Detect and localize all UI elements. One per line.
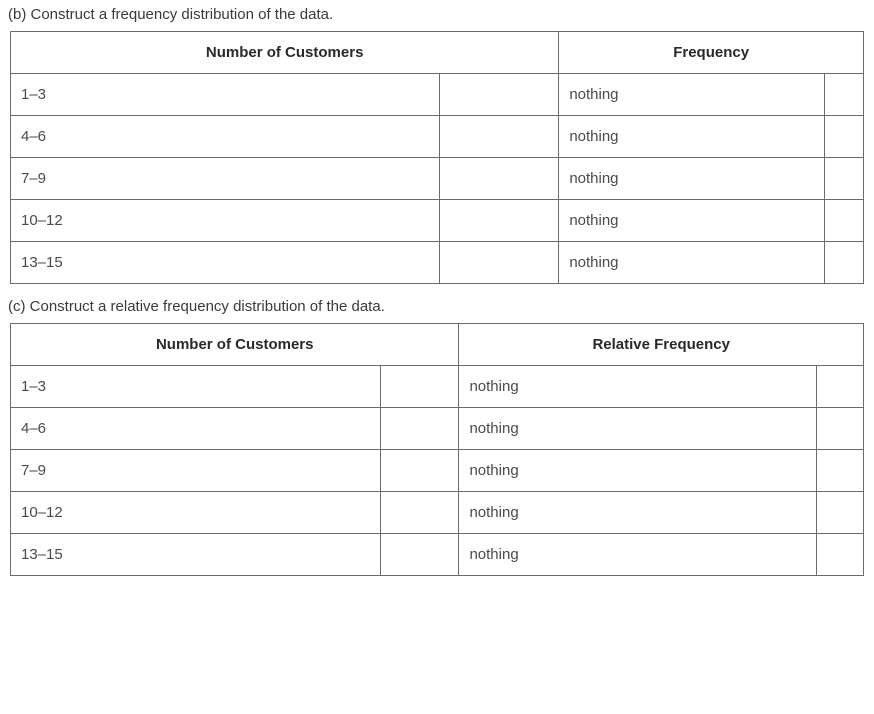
prompt-b: (b) Construct a frequency distribution o…: [8, 6, 866, 23]
cell-tail: [825, 200, 864, 242]
cell-tail: [825, 158, 864, 200]
table-row: 4–6 nothing: [11, 116, 864, 158]
cell-spacer: [380, 450, 459, 492]
prompt-c: (c) Construct a relative frequency distr…: [8, 298, 866, 315]
cell-tail: [817, 534, 864, 576]
cell-range: 10–12: [11, 200, 440, 242]
cell-spacer: [380, 492, 459, 534]
cell-range: 4–6: [11, 116, 440, 158]
cell-range: 1–3: [11, 74, 440, 116]
cell-value[interactable]: nothing: [459, 492, 817, 534]
cell-spacer: [440, 242, 559, 284]
cell-value[interactable]: nothing: [559, 74, 825, 116]
cell-spacer: [380, 408, 459, 450]
cell-range: 7–9: [11, 450, 381, 492]
cell-spacer: [440, 158, 559, 200]
header-relative-frequency: Relative Frequency: [459, 324, 864, 366]
table-row: 7–9 nothing: [11, 450, 864, 492]
cell-tail: [817, 450, 864, 492]
cell-value[interactable]: nothing: [559, 242, 825, 284]
cell-spacer: [380, 534, 459, 576]
cell-value[interactable]: nothing: [459, 366, 817, 408]
table-row: 1–3 nothing: [11, 74, 864, 116]
cell-value[interactable]: nothing: [559, 200, 825, 242]
table-row: 1–3 nothing: [11, 366, 864, 408]
table-row: 10–12 nothing: [11, 492, 864, 534]
cell-value[interactable]: nothing: [459, 450, 817, 492]
cell-value[interactable]: nothing: [459, 534, 817, 576]
cell-value[interactable]: nothing: [559, 116, 825, 158]
cell-tail: [825, 242, 864, 284]
cell-value[interactable]: nothing: [559, 158, 825, 200]
cell-range: 1–3: [11, 366, 381, 408]
table-row: 13–15 nothing: [11, 242, 864, 284]
cell-tail: [817, 408, 864, 450]
cell-range: 13–15: [11, 242, 440, 284]
cell-spacer: [380, 366, 459, 408]
table-header-row: Number of Customers Relative Frequency: [11, 324, 864, 366]
cell-spacer: [440, 200, 559, 242]
cell-range: 13–15: [11, 534, 381, 576]
frequency-table: Number of Customers Frequency 1–3 nothin…: [10, 31, 864, 284]
table-row: 7–9 nothing: [11, 158, 864, 200]
cell-value[interactable]: nothing: [459, 408, 817, 450]
relative-frequency-table: Number of Customers Relative Frequency 1…: [10, 323, 864, 576]
table-row: 13–15 nothing: [11, 534, 864, 576]
cell-range: 10–12: [11, 492, 381, 534]
cell-spacer: [440, 116, 559, 158]
header-number-of-customers: Number of Customers: [11, 324, 459, 366]
cell-range: 4–6: [11, 408, 381, 450]
header-number-of-customers: Number of Customers: [11, 32, 559, 74]
cell-tail: [825, 74, 864, 116]
cell-spacer: [440, 74, 559, 116]
header-frequency: Frequency: [559, 32, 864, 74]
cell-tail: [817, 366, 864, 408]
cell-tail: [825, 116, 864, 158]
table-row: 4–6 nothing: [11, 408, 864, 450]
table-header-row: Number of Customers Frequency: [11, 32, 864, 74]
table-row: 10–12 nothing: [11, 200, 864, 242]
cell-tail: [817, 492, 864, 534]
cell-range: 7–9: [11, 158, 440, 200]
